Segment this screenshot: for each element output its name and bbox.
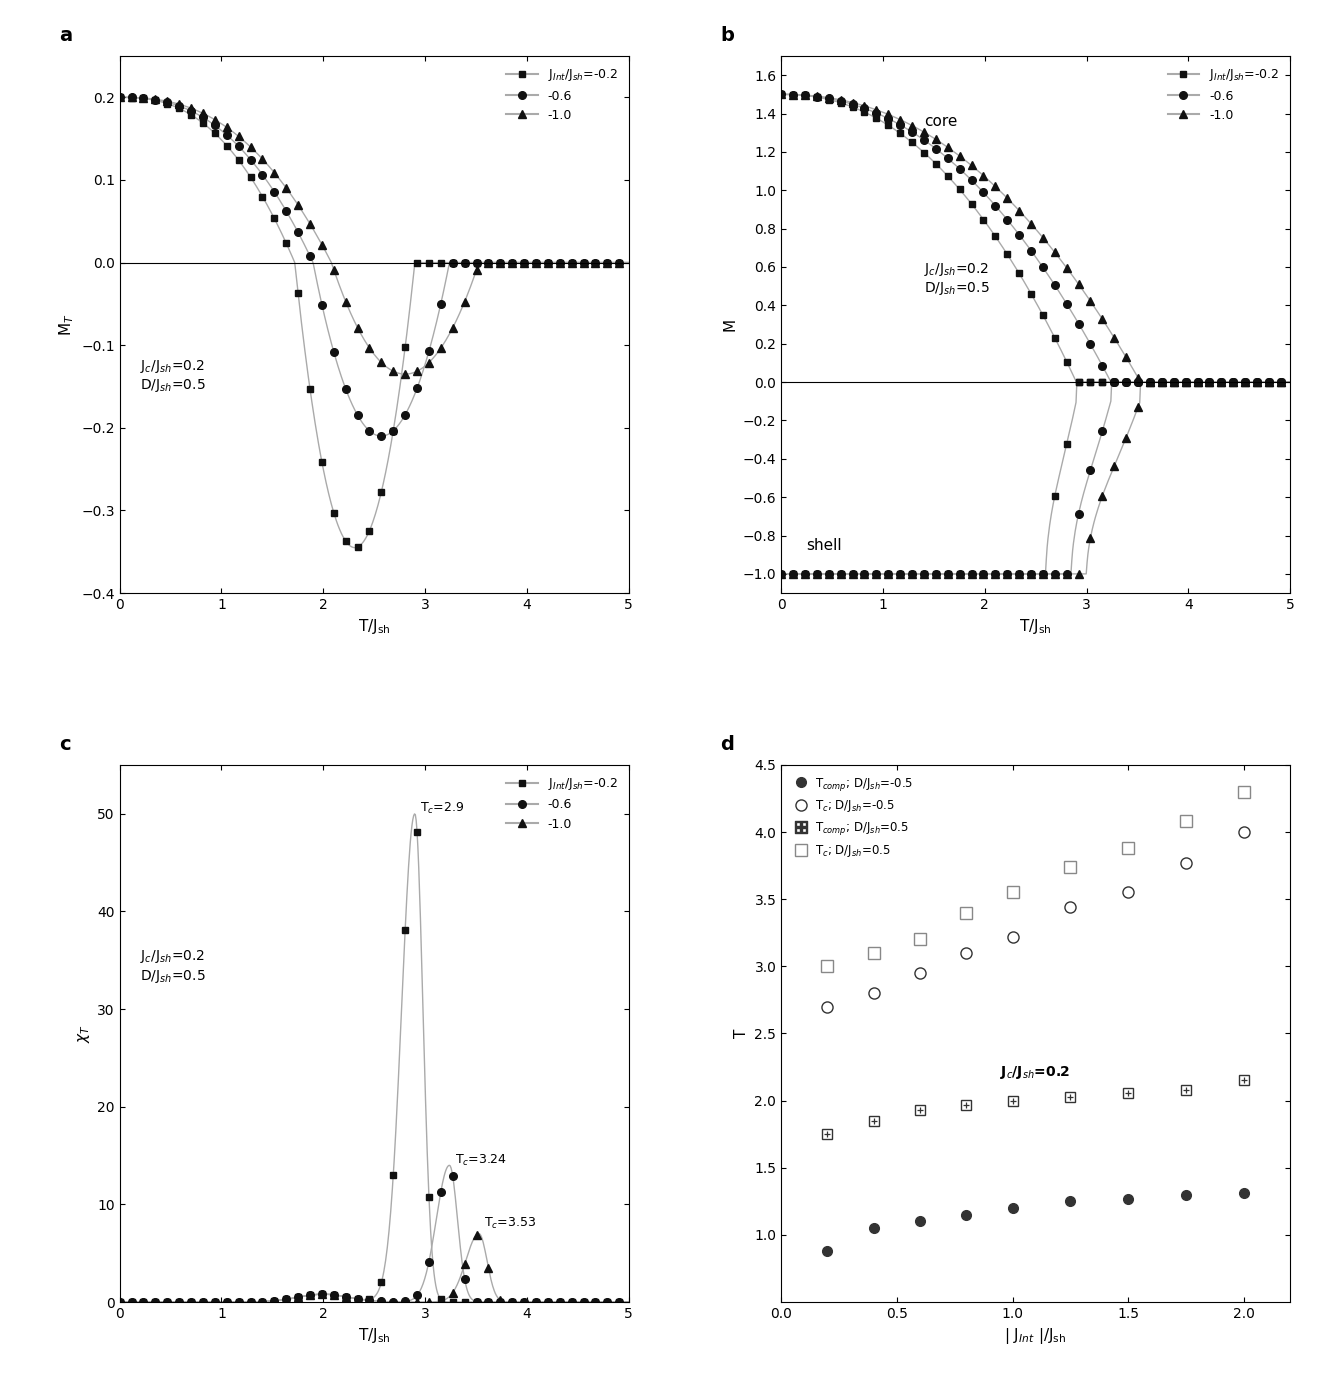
T$_{comp}$; D/J$_{sh}$=0.5	[912, 1102, 928, 1119]
T$_{comp}$; D/J$_{sh}$=0.5	[1178, 1081, 1194, 1098]
T$_{comp}$; D/J$_{sh}$=0.5	[959, 1096, 975, 1113]
T$_{comp}$; D/J$_{sh}$=-0.5	[1236, 1184, 1252, 1201]
T$_c$; D/J$_{sh}$=0.5	[1236, 784, 1252, 801]
T$_{comp}$; D/J$_{sh}$=0.5	[819, 1126, 835, 1142]
T$_c$; D/J$_{sh}$=-0.5	[1004, 928, 1020, 945]
Text: J$_c$/J$_{sh}$=0.2: J$_c$/J$_{sh}$=0.2	[1000, 1064, 1071, 1081]
T$_c$; D/J$_{sh}$=0.5	[866, 945, 882, 962]
T$_c$; D/J$_{sh}$=0.5	[1004, 883, 1020, 900]
T$_{comp}$; D/J$_{sh}$=0.5	[1004, 1092, 1020, 1109]
T$_c$; D/J$_{sh}$=-0.5	[1063, 899, 1079, 916]
Text: T$_c$=3.24: T$_c$=3.24	[455, 1152, 507, 1168]
Text: J$_c$/J$_{sh}$=0.2
D/J$_{sh}$=0.5: J$_c$/J$_{sh}$=0.2 D/J$_{sh}$=0.5	[140, 948, 206, 984]
T$_c$; D/J$_{sh}$=-0.5	[959, 945, 975, 962]
T$_{comp}$; D/J$_{sh}$=0.5	[1120, 1084, 1136, 1100]
T$_c$; D/J$_{sh}$=0.5	[912, 931, 928, 948]
T$_{comp}$; D/J$_{sh}$=0.5	[1063, 1088, 1079, 1105]
T$_c$; D/J$_{sh}$=-0.5	[912, 965, 928, 981]
T$_{comp}$; D/J$_{sh}$=-0.5	[912, 1212, 928, 1229]
T$_{comp}$; D/J$_{sh}$=-0.5	[1120, 1190, 1136, 1207]
T$_{comp}$; D/J$_{sh}$=-0.5	[1004, 1200, 1020, 1217]
T$_c$; D/J$_{sh}$=-0.5	[819, 998, 835, 1015]
Text: c: c	[59, 735, 70, 755]
Text: J$_c$/J$_{sh}$=0.2
D/J$_{sh}$=0.5: J$_c$/J$_{sh}$=0.2 D/J$_{sh}$=0.5	[924, 260, 990, 297]
Text: T$_c$=3.53: T$_c$=3.53	[484, 1217, 536, 1232]
Text: core: core	[924, 113, 958, 129]
T$_{comp}$; D/J$_{sh}$=-0.5	[866, 1219, 882, 1236]
T$_{comp}$; D/J$_{sh}$=0.5	[866, 1113, 882, 1130]
X-axis label: T/J$_\mathrm{sh}$: T/J$_\mathrm{sh}$	[358, 1326, 391, 1345]
Line: T$_{comp}$; D/J$_{sh}$=0.5: T$_{comp}$; D/J$_{sh}$=0.5	[823, 1075, 1249, 1140]
Line: T$_{comp}$; D/J$_{sh}$=-0.5: T$_{comp}$; D/J$_{sh}$=-0.5	[823, 1189, 1249, 1256]
T$_c$; D/J$_{sh}$=-0.5	[1120, 883, 1136, 900]
T$_{comp}$; D/J$_{sh}$=-0.5	[819, 1243, 835, 1260]
T$_c$; D/J$_{sh}$=0.5	[959, 904, 975, 921]
Y-axis label: $\chi_T$: $\chi_T$	[76, 1023, 92, 1043]
T$_{comp}$; D/J$_{sh}$=-0.5	[1063, 1193, 1079, 1210]
Y-axis label: M: M	[722, 318, 737, 330]
T$_c$; D/J$_{sh}$=0.5	[1120, 840, 1136, 857]
T$_{comp}$; D/J$_{sh}$=-0.5	[959, 1207, 975, 1224]
T$_{comp}$; D/J$_{sh}$=0.5	[1236, 1072, 1252, 1089]
T$_{comp}$; D/J$_{sh}$=-0.5	[1178, 1186, 1194, 1203]
Text: b: b	[720, 27, 734, 45]
T$_c$; D/J$_{sh}$=-0.5	[1178, 854, 1194, 871]
Text: T$_c$=2.9: T$_c$=2.9	[420, 801, 464, 816]
Legend: J$_{Int}$/J$_{sh}$=-0.2, -0.6, -1.0: J$_{Int}$/J$_{sh}$=-0.2, -0.6, -1.0	[501, 771, 622, 836]
Line: T$_c$; D/J$_{sh}$=-0.5: T$_c$; D/J$_{sh}$=-0.5	[822, 826, 1249, 1012]
Text: J$_c$/J$_{sh}$=0.2
D/J$_{sh}$=0.5: J$_c$/J$_{sh}$=0.2 D/J$_{sh}$=0.5	[140, 357, 206, 393]
Legend: J$_{Int}$/J$_{sh}$=-0.2, -0.6, -1.0: J$_{Int}$/J$_{sh}$=-0.2, -0.6, -1.0	[1162, 62, 1283, 127]
Text: a: a	[59, 27, 72, 45]
T$_c$; D/J$_{sh}$=0.5	[1063, 858, 1079, 875]
T$_c$; D/J$_{sh}$=-0.5	[1236, 823, 1252, 840]
Text: d: d	[720, 735, 734, 755]
X-axis label: T/J$_\mathrm{sh}$: T/J$_\mathrm{sh}$	[1019, 617, 1052, 637]
T$_c$; D/J$_{sh}$=0.5	[819, 958, 835, 974]
Legend: T$_{comp}$; D/J$_{sh}$=-0.5, T$_c$; D/J$_{sh}$=-0.5, T$_{comp}$; D/J$_{sh}$=0.5,: T$_{comp}$; D/J$_{sh}$=-0.5, T$_c$; D/J$…	[787, 771, 919, 864]
Text: shell: shell	[807, 538, 842, 553]
Legend: J$_{Int}$/J$_{sh}$=-0.2, -0.6, -1.0: J$_{Int}$/J$_{sh}$=-0.2, -0.6, -1.0	[501, 62, 622, 127]
X-axis label: T/J$_\mathrm{sh}$: T/J$_\mathrm{sh}$	[358, 617, 391, 637]
T$_c$; D/J$_{sh}$=-0.5	[866, 984, 882, 1001]
Line: T$_c$; D/J$_{sh}$=0.5: T$_c$; D/J$_{sh}$=0.5	[822, 787, 1249, 972]
T$_c$; D/J$_{sh}$=0.5	[1178, 813, 1194, 830]
X-axis label: | J$_{Int}$ |/J$_\mathrm{sh}$: | J$_{Int}$ |/J$_\mathrm{sh}$	[1004, 1326, 1067, 1347]
Y-axis label: T: T	[734, 1029, 749, 1039]
Y-axis label: M$_T$: M$_T$	[57, 314, 76, 336]
